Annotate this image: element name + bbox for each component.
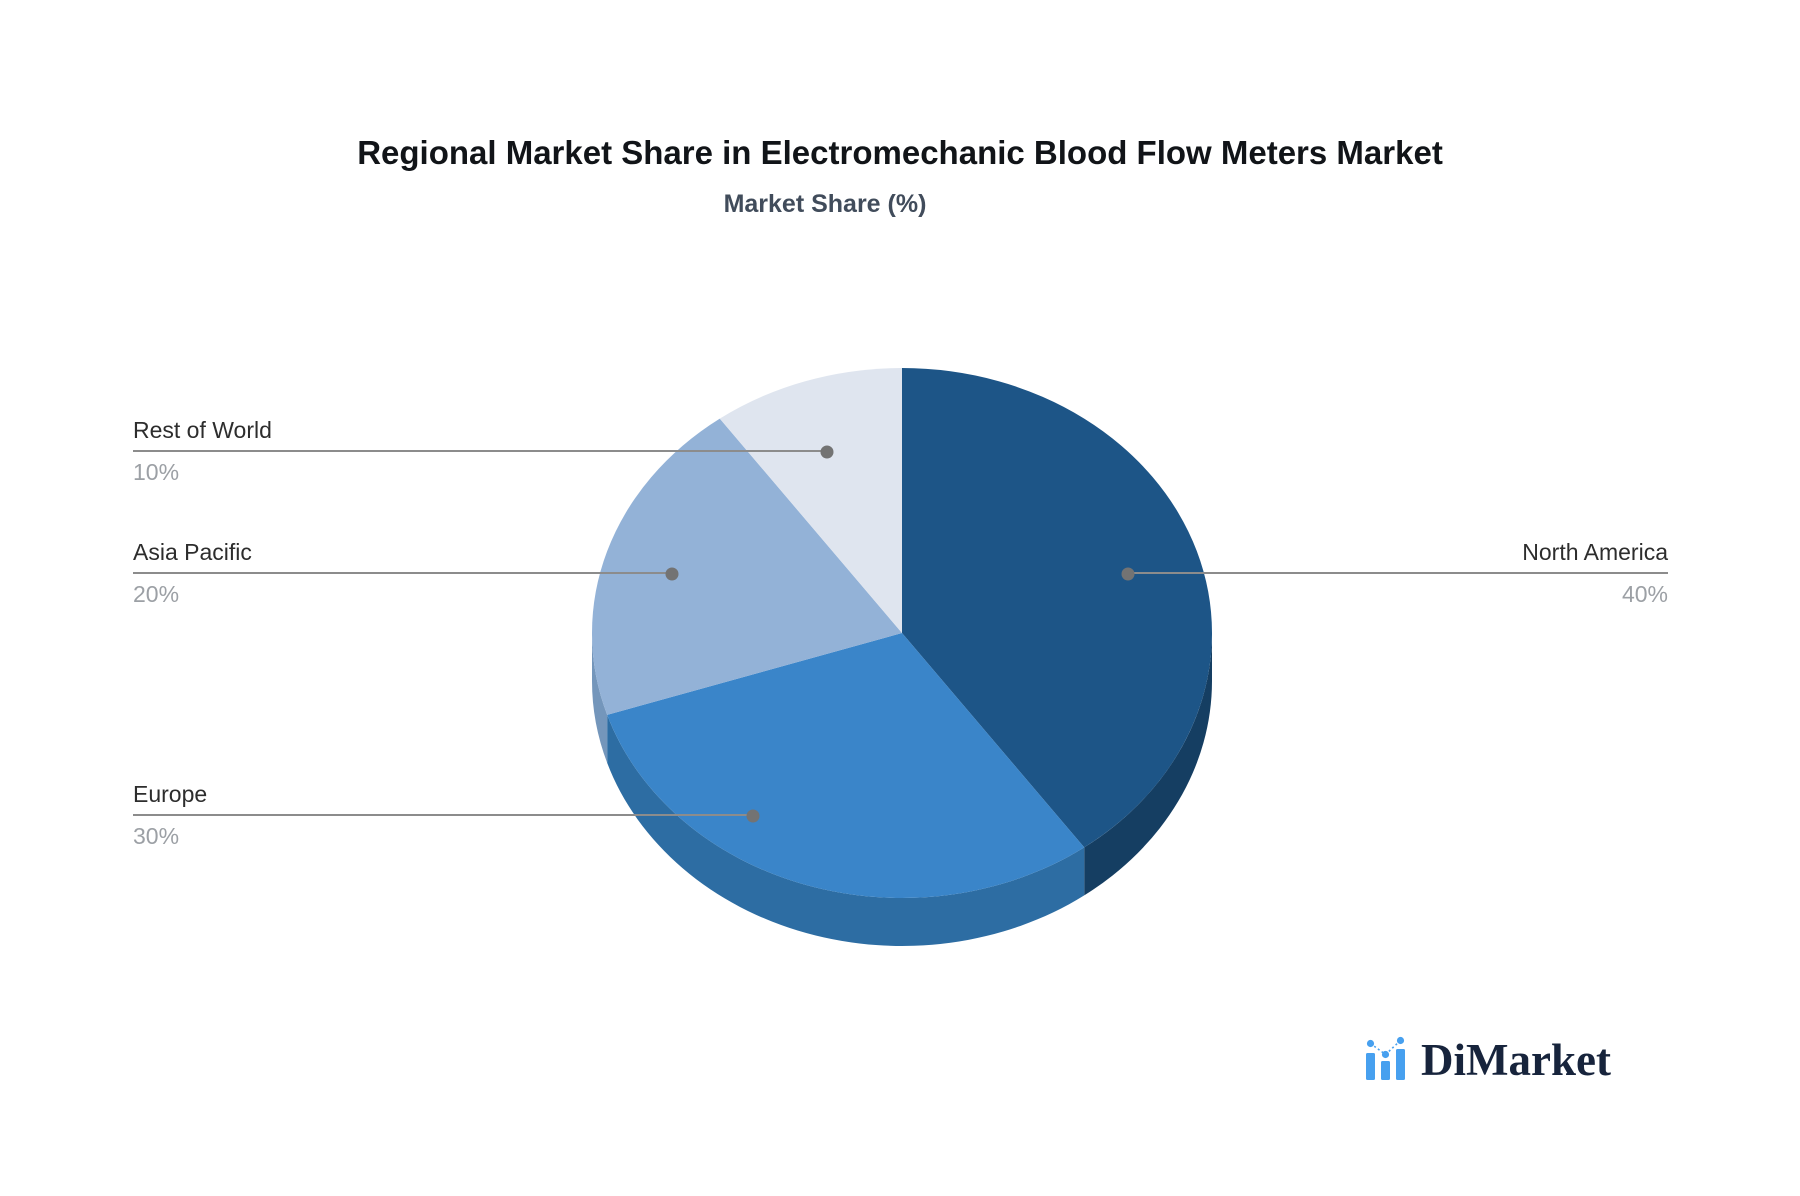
pie-slice-asia-pacific [591, 418, 902, 715]
brand-name: DiMarket [1421, 1035, 1611, 1085]
callout-dot-north-america [1121, 567, 1135, 581]
slice-value-north-america: 40% [1621, 581, 1668, 607]
callout-dot-rest-of-world [820, 445, 834, 459]
slice-label-north-america: North America [1522, 539, 1668, 565]
callout-dot-europe [746, 809, 760, 823]
slice-label-europe: Europe [133, 781, 208, 807]
slice-value-asia-pacific: 20% [133, 581, 180, 607]
chart-title: Regional Market Share in Electromechanic… [357, 134, 1443, 171]
pie-slice-north-america [902, 368, 1212, 848]
pie-slice-rest-of-world [719, 368, 902, 633]
callout-dot-asia-pacific [665, 567, 679, 581]
slice-label-rest-of-world: Rest of World [133, 417, 272, 443]
slice-label-asia-pacific: Asia Pacific [133, 539, 252, 565]
slice-value-rest-of-world: 10% [133, 459, 180, 485]
pie-slice-side-asia-pacific [592, 633, 608, 763]
chart-subtitle: Market Share (%) [723, 190, 927, 218]
bar-line-chart-icon [1366, 1036, 1405, 1080]
pie-slice-side-north-america [1084, 633, 1212, 896]
brand-logo: DiMarket [1364, 1034, 1611, 1085]
pie-slice-europe [607, 633, 1085, 898]
slice-value-europe: 30% [133, 823, 180, 849]
pie-slice-side-europe [607, 714, 1085, 946]
